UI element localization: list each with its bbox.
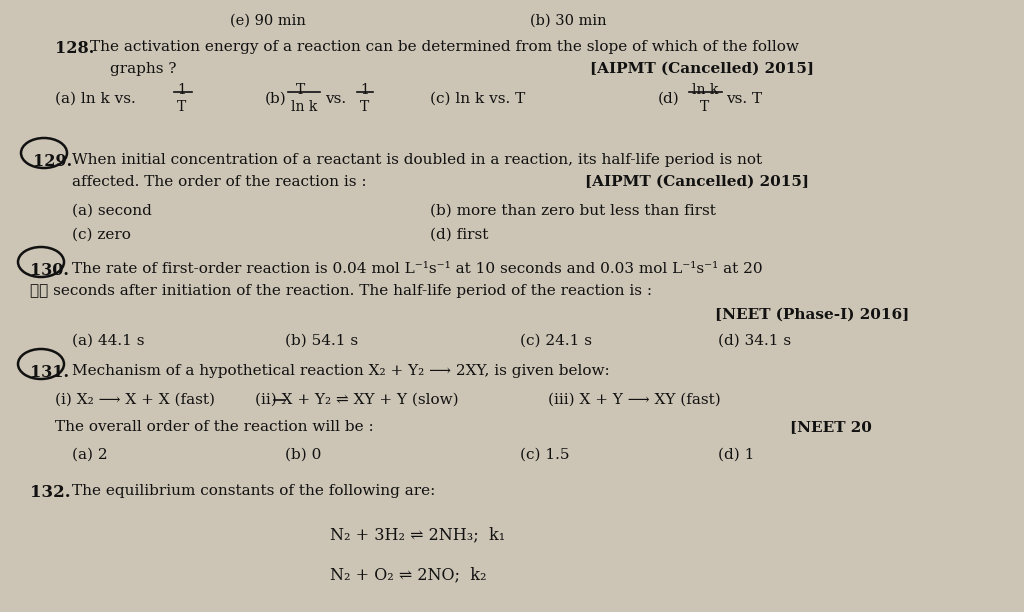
Text: (b): (b) (265, 92, 287, 106)
Text: (d) first: (d) first (430, 228, 488, 242)
Text: (c) zero: (c) zero (72, 228, 131, 242)
Text: ln k: ln k (692, 83, 719, 97)
Text: ln k: ln k (291, 100, 317, 114)
Text: [NEET (Phase-I) 2016]: [NEET (Phase-I) 2016] (715, 308, 909, 322)
Text: 1: 1 (177, 83, 186, 97)
Text: (a) 2: (a) 2 (72, 448, 108, 462)
Text: (b) 0: (b) 0 (285, 448, 322, 462)
Text: (c) 24.1 s: (c) 24.1 s (520, 334, 592, 348)
Text: (c) ln k vs. T: (c) ln k vs. T (430, 92, 525, 106)
Text: The activation energy of a reaction can be determined from the slope of which of: The activation energy of a reaction can … (90, 40, 799, 54)
Text: The equilibrium constants of the following are:: The equilibrium constants of the followi… (72, 484, 435, 498)
Text: T: T (360, 100, 370, 114)
Text: T: T (296, 83, 305, 97)
Text: (d) 34.1 s: (d) 34.1 s (718, 334, 792, 348)
Text: (iii) X + Y ⟶ XY (fast): (iii) X + Y ⟶ XY (fast) (548, 393, 721, 407)
Text: (b) 30 min: (b) 30 min (530, 14, 606, 28)
Text: (a) ln k vs.: (a) ln k vs. (55, 92, 136, 106)
Text: T: T (177, 100, 186, 114)
Text: (i) X₂ ⟶ X + X (fast): (i) X₂ ⟶ X + X (fast) (55, 393, 215, 407)
Text: [AIPMT (Cancelled) 2015]: [AIPMT (Cancelled) 2015] (585, 175, 809, 189)
Text: 131.: 131. (30, 364, 69, 381)
Text: When initial concentration of a reactant is doubled in a reaction, its half-life: When initial concentration of a reactant… (72, 153, 762, 167)
Text: (c) 1.5: (c) 1.5 (520, 448, 569, 462)
Text: N₂ + 3H₂ ⇌ 2NH₃;  k₁: N₂ + 3H₂ ⇌ 2NH₃; k₁ (330, 526, 505, 543)
Text: (d): (d) (658, 92, 680, 106)
Text: 128.: 128. (55, 40, 94, 57)
Text: (d) 1: (d) 1 (718, 448, 755, 462)
Text: T: T (700, 100, 710, 114)
Text: Mechanism of a hypothetical reaction X₂ + Y₂ ⟶ 2XY, is given below:: Mechanism of a hypothetical reaction X₂ … (72, 364, 609, 378)
Text: graphs ?: graphs ? (110, 62, 176, 76)
Text: N₂ + O₂ ⇌ 2NO;  k₂: N₂ + O₂ ⇌ 2NO; k₂ (330, 566, 486, 583)
Text: [NEET 20: [NEET 20 (790, 420, 871, 434)
Text: (a) 44.1 s: (a) 44.1 s (72, 334, 144, 348)
Text: (b) more than zero but less than first: (b) more than zero but less than first (430, 204, 716, 218)
Text: (e) 90 min: (e) 90 min (230, 14, 306, 28)
Text: affected. The order of the reaction is :: affected. The order of the reaction is : (72, 175, 367, 189)
Text: vs. T: vs. T (726, 92, 762, 106)
Text: (a) second: (a) second (72, 204, 152, 218)
Text: (b) 54.1 s: (b) 54.1 s (285, 334, 358, 348)
Text: The rate of first-order reaction is 0.04 mol L⁻¹s⁻¹ at 10 seconds and 0.03 mol L: The rate of first-order reaction is 0.04… (72, 262, 763, 276)
Text: vs.: vs. (325, 92, 346, 106)
Text: [AIPMT (Cancelled) 2015]: [AIPMT (Cancelled) 2015] (590, 62, 814, 76)
Text: 129.: 129. (33, 153, 72, 170)
Text: (ii) X + Y₂ ⇌ XY + Y (slow): (ii) X + Y₂ ⇌ XY + Y (slow) (255, 393, 459, 407)
Text: 1: 1 (360, 83, 369, 97)
Text: The overall order of the reaction will be :: The overall order of the reaction will b… (55, 420, 374, 434)
Text: 130.: 130. (30, 262, 69, 279)
Text: 132.: 132. (30, 484, 71, 501)
Text: ★★ seconds after initiation of the reaction. The half-life period of the reactio: ★★ seconds after initiation of the react… (30, 284, 652, 298)
